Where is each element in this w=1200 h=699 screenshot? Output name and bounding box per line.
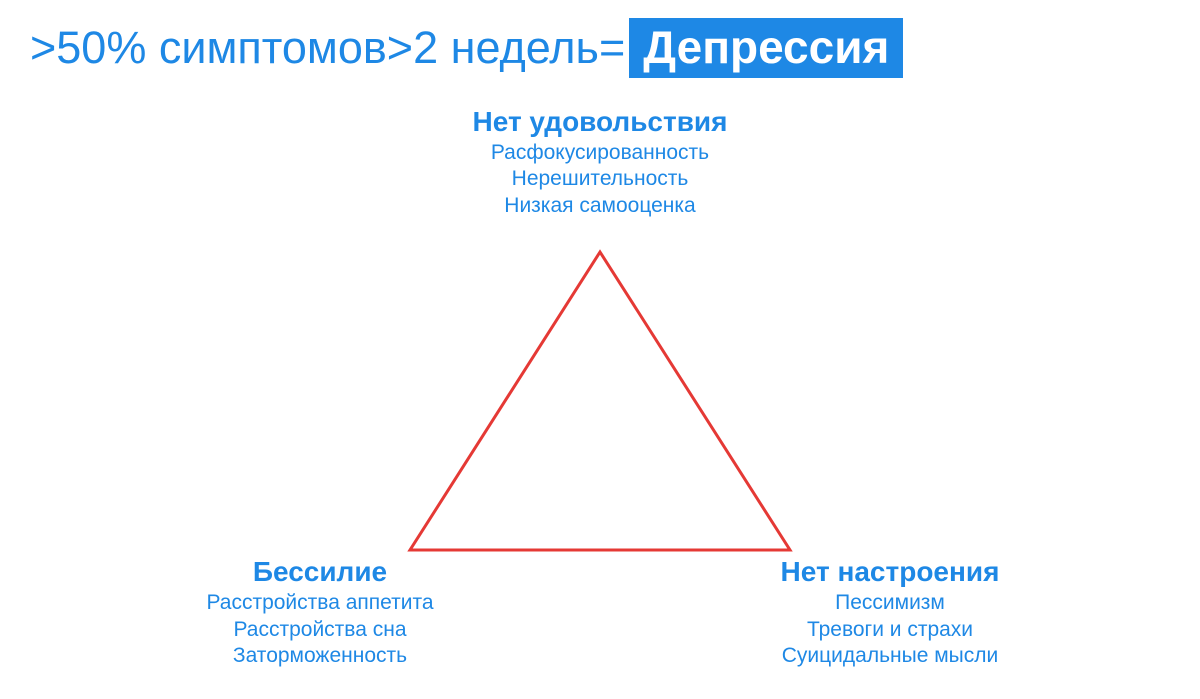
vertex-top-line-1: Нерешительность <box>390 166 810 192</box>
vertex-right-title: Нет настроения <box>700 556 1080 588</box>
formula-part1: >50% симптомов <box>30 22 387 74</box>
formula-equals: = <box>599 22 625 74</box>
vertex-right-line-0: Пессимизм <box>700 590 1080 616</box>
vertex-left-line-2: Заторможенность <box>140 643 500 669</box>
header-formula: >50% симптомов >2 недель = Депрессия <box>30 18 1170 78</box>
vertex-left: Бессилие Расстройства аппетита Расстройс… <box>140 556 500 669</box>
vertex-right-line-2: Суицидальные мысли <box>700 643 1080 669</box>
vertex-left-line-1: Расстройства сна <box>140 617 500 643</box>
triangle-diagram: Нет удовольствия Расфокусированность Нер… <box>0 100 1200 699</box>
vertex-right: Нет настроения Пессимизм Тревоги и страх… <box>700 556 1080 669</box>
vertex-left-title: Бессилие <box>140 556 500 588</box>
vertex-top-line-2: Низкая самооценка <box>390 193 810 219</box>
formula-highlight: Депрессия <box>629 18 903 78</box>
vertex-right-line-1: Тревоги и страхи <box>700 617 1080 643</box>
vertex-left-line-0: Расстройства аппетита <box>140 590 500 616</box>
formula-part2: >2 недель <box>387 22 599 74</box>
vertex-top-title: Нет удовольствия <box>390 106 810 138</box>
vertex-top-line-0: Расфокусированность <box>390 140 810 166</box>
vertex-top: Нет удовольствия Расфокусированность Нер… <box>390 106 810 219</box>
